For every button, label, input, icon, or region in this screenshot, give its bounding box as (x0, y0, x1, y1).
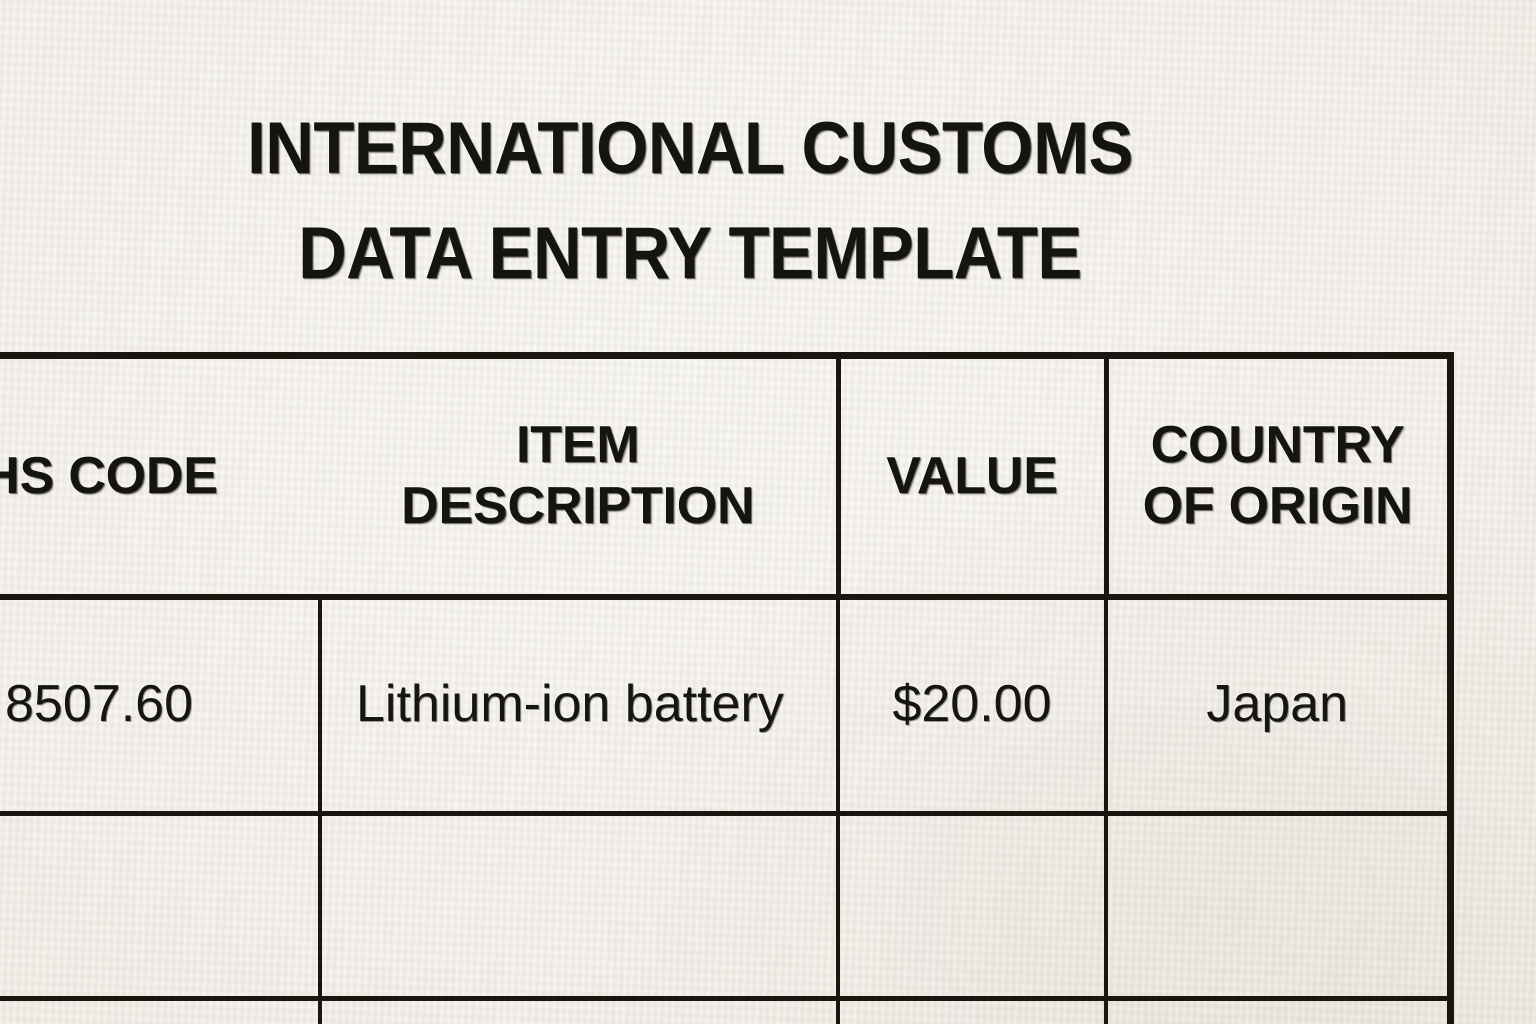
cell-item-description[interactable]: Lithium-ion battery (320, 596, 840, 816)
column-header-value: VALUE (838, 352, 1109, 600)
cell-country-value (1122, 906, 1433, 907)
page-title: INTERNATIONAL CUSTOMS DATA ENTRY TEMPLAT… (0, 96, 1380, 306)
cell-country-of-origin[interactable] (1106, 998, 1454, 1024)
customs-data-table: HS CODE ITEM DESCRIPTION VALUE COUNTRY O… (0, 352, 1454, 1024)
column-header-country-line2: OF ORIGIN (1142, 477, 1413, 536)
title-line-2: DATA ENTRY TEMPLATE (298, 213, 1082, 295)
cell-value[interactable]: $20.00 (838, 596, 1108, 816)
table-row: 8507.60 Lithium-ion battery $20.00 Japan (0, 596, 1454, 816)
cell-hs-code[interactable] (0, 998, 322, 1024)
cell-hs-code-value (0, 906, 304, 907)
column-header-country-of-origin: COUNTRY OF ORIGIN (1106, 352, 1454, 600)
column-header-hs-code-label: HS CODE (0, 446, 218, 505)
column-header-country-line1: COUNTRY (1150, 415, 1405, 474)
cell-hs-code[interactable] (0, 813, 322, 1001)
cell-value-amount: $20.00 (892, 675, 1052, 734)
cell-country-value: Japan (1206, 675, 1349, 734)
title-line-1: INTERNATIONAL CUSTOMS (247, 108, 1133, 189)
column-header-item-description-line2: DESCRIPTION (401, 477, 755, 536)
column-header-value-label: VALUE (886, 446, 1058, 505)
cell-country-of-origin[interactable] (1106, 813, 1454, 1001)
table-header-row: HS CODE ITEM DESCRIPTION VALUE COUNTRY O… (0, 352, 1454, 600)
cell-item-description[interactable] (320, 998, 840, 1024)
cell-item-description-value (356, 906, 822, 907)
table-row (0, 813, 1454, 1001)
cell-hs-code[interactable]: 8507.60 (0, 596, 322, 816)
cell-value-amount (854, 906, 1090, 907)
cell-hs-code-value: 8507.60 (5, 675, 193, 734)
table-row (0, 998, 1454, 1024)
cell-value[interactable] (838, 813, 1108, 1001)
column-header-item-description-line1: ITEM (516, 415, 640, 474)
cell-country-of-origin[interactable]: Japan (1106, 596, 1454, 816)
cell-item-description-value: Lithium-ion battery (356, 675, 784, 734)
cell-item-description[interactable] (320, 813, 840, 1001)
column-header-item-description: ITEM DESCRIPTION (320, 352, 841, 600)
cell-value[interactable] (838, 998, 1108, 1024)
column-header-hs-code: HS CODE (0, 352, 320, 600)
